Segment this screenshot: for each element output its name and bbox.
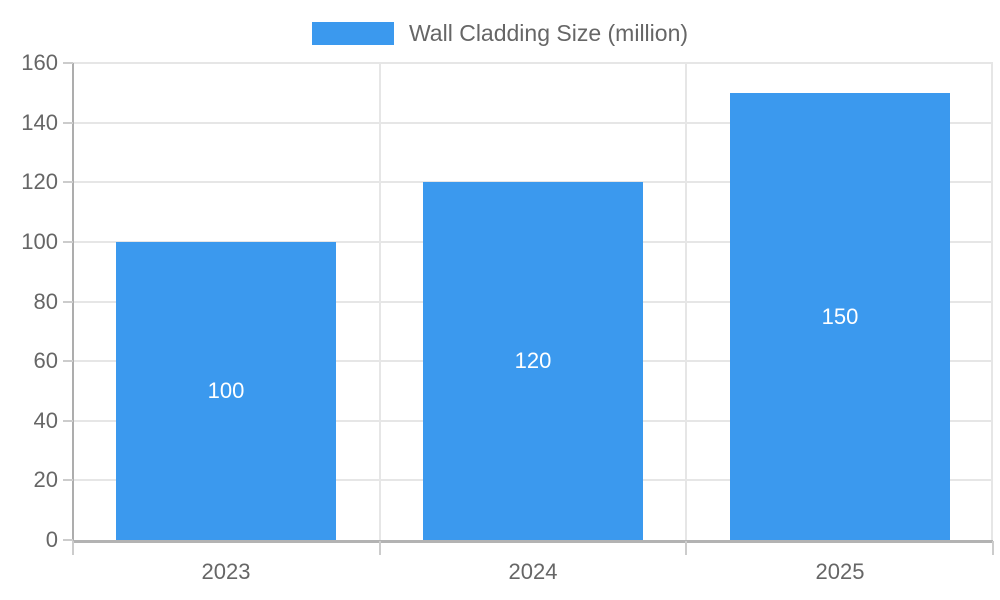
- y-axis-tick: [63, 240, 73, 243]
- bar-2023[interactable]: 100: [116, 242, 336, 540]
- x-axis-line: [72, 540, 993, 543]
- x-axis-label-2024: 2024: [508, 559, 558, 584]
- x-axis-tick: [992, 541, 994, 555]
- y-axis-label: 120: [21, 169, 58, 195]
- y-axis-label: 160: [21, 50, 58, 75]
- x-gridline: [685, 63, 687, 540]
- y-axis-label: 0: [45, 527, 58, 552]
- y-gridline: [73, 121, 993, 124]
- bar-2024[interactable]: 120: [423, 182, 643, 540]
- chart-legend[interactable]: Wall Cladding Size (million): [0, 16, 1000, 50]
- x-axis-label-2023: 2023: [201, 559, 251, 584]
- y-axis-tick: [63, 479, 73, 482]
- plot-right-border: [991, 63, 993, 540]
- y-axis-tick: [63, 181, 73, 184]
- x-gridline: [379, 63, 381, 540]
- y-axis-tick: [63, 62, 73, 64]
- y-axis-label: 100: [21, 228, 58, 254]
- x-axis-tick: [379, 541, 381, 555]
- y-axis-tick: [63, 360, 73, 363]
- bar-value-label: 120: [514, 348, 552, 373]
- y-axis-label: 140: [21, 109, 58, 135]
- x-axis-tick: [72, 541, 74, 555]
- y-axis-tick: [63, 300, 73, 303]
- legend-label[interactable]: Wall Cladding Size (million): [408, 19, 689, 46]
- y-gridline: [73, 62, 993, 64]
- y-axis-label: 20: [33, 467, 58, 493]
- x-axis-label-2025: 2025: [815, 559, 865, 584]
- y-axis-label: 60: [33, 348, 58, 374]
- x-axis-tick: [685, 541, 687, 555]
- y-axis-label: 80: [33, 288, 58, 314]
- y-axis-line: [72, 63, 74, 540]
- legend-swatch[interactable]: [311, 21, 394, 45]
- y-axis-tick: [63, 539, 73, 541]
- plot-area: 100 120 150: [73, 62, 993, 540]
- y-axis-label: 40: [33, 407, 58, 433]
- bar-2025[interactable]: 150: [730, 93, 950, 540]
- y-axis-tick: [63, 419, 73, 422]
- bar-value-label: 100: [207, 378, 245, 403]
- bar-value-label: 150: [821, 303, 859, 329]
- y-axis-tick: [63, 121, 73, 124]
